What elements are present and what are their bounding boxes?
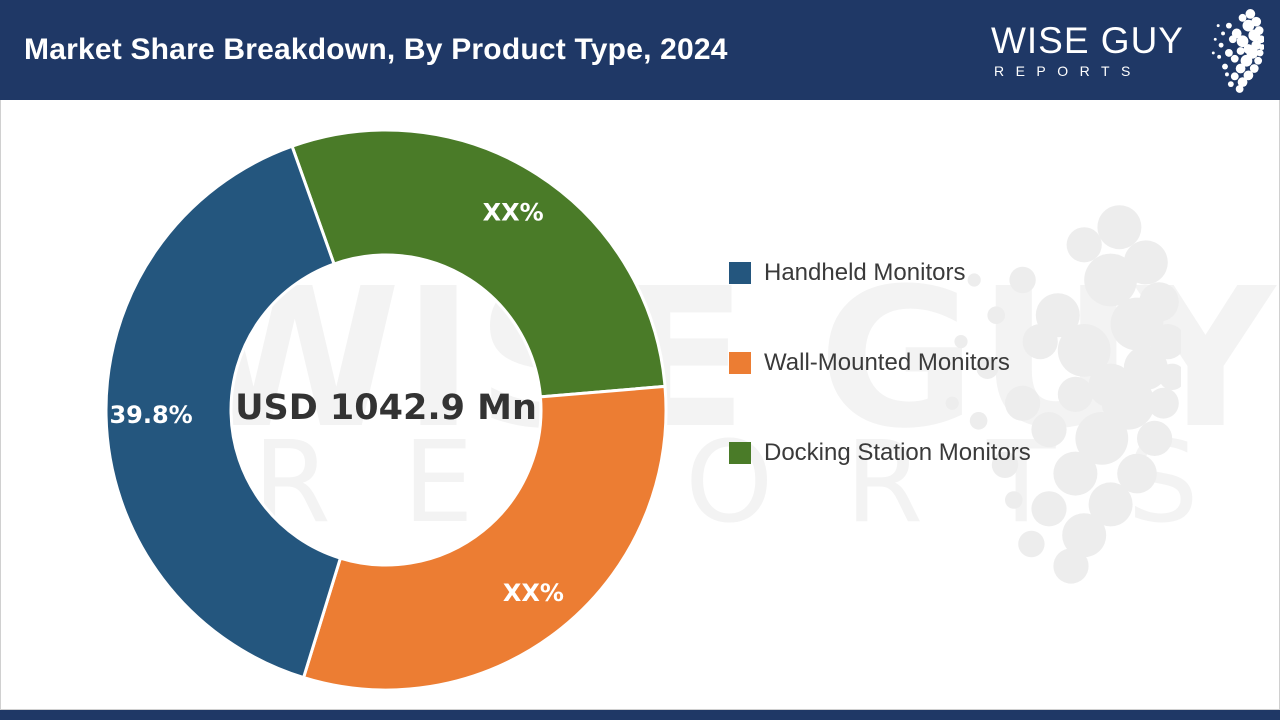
legend-swatch-icon — [729, 352, 751, 374]
footer-bar — [0, 710, 1280, 720]
chart-area: WISE GUY REPORTS XX% XX% 39.8% USD 1042.9 … — [0, 100, 1280, 710]
segment-percent-label: 39.8% — [109, 401, 192, 429]
page-title: Market Share Breakdown, By Product Type,… — [24, 33, 728, 66]
brand-logo-text: WISE GUY REPORTS — [990, 19, 1184, 79]
donut-chart: XX% XX% 39.8% — [104, 128, 668, 692]
legend-swatch-icon — [729, 262, 751, 284]
legend-label: Docking Station Monitors — [764, 439, 1031, 466]
header-banner: Market Share Breakdown, By Product Type,… — [0, 0, 1280, 100]
segment-percent-label: XX% — [483, 198, 544, 226]
legend-swatch-icon — [729, 442, 751, 464]
dotted-face-icon — [1211, 9, 1264, 93]
brand-logo: WISE GUY REPORTS — [991, 4, 1264, 96]
donut-segment-1 — [302, 384, 668, 692]
chart-legend: Handheld Monitors Wall-Mounted Monitors … — [729, 259, 1031, 466]
legend-item-docking-station: Docking Station Monitors — [729, 439, 1031, 466]
brand-name: WISE GUY — [990, 19, 1184, 61]
donut-segment-0 — [290, 128, 667, 399]
legend-label: Handheld Monitors — [764, 259, 966, 286]
legend-label: Wall-Mounted Monitors — [764, 349, 1010, 376]
brand-subtitle: REPORTS — [993, 62, 1142, 79]
legend-item-handheld: Handheld Monitors — [729, 259, 1031, 286]
donut-segment-2 — [104, 144, 342, 680]
segment-percent-label: XX% — [503, 579, 564, 607]
center-value-label: USD 1042.9 Mn — [235, 388, 537, 428]
legend-item-wall-mounted: Wall-Mounted Monitors — [729, 349, 1031, 376]
